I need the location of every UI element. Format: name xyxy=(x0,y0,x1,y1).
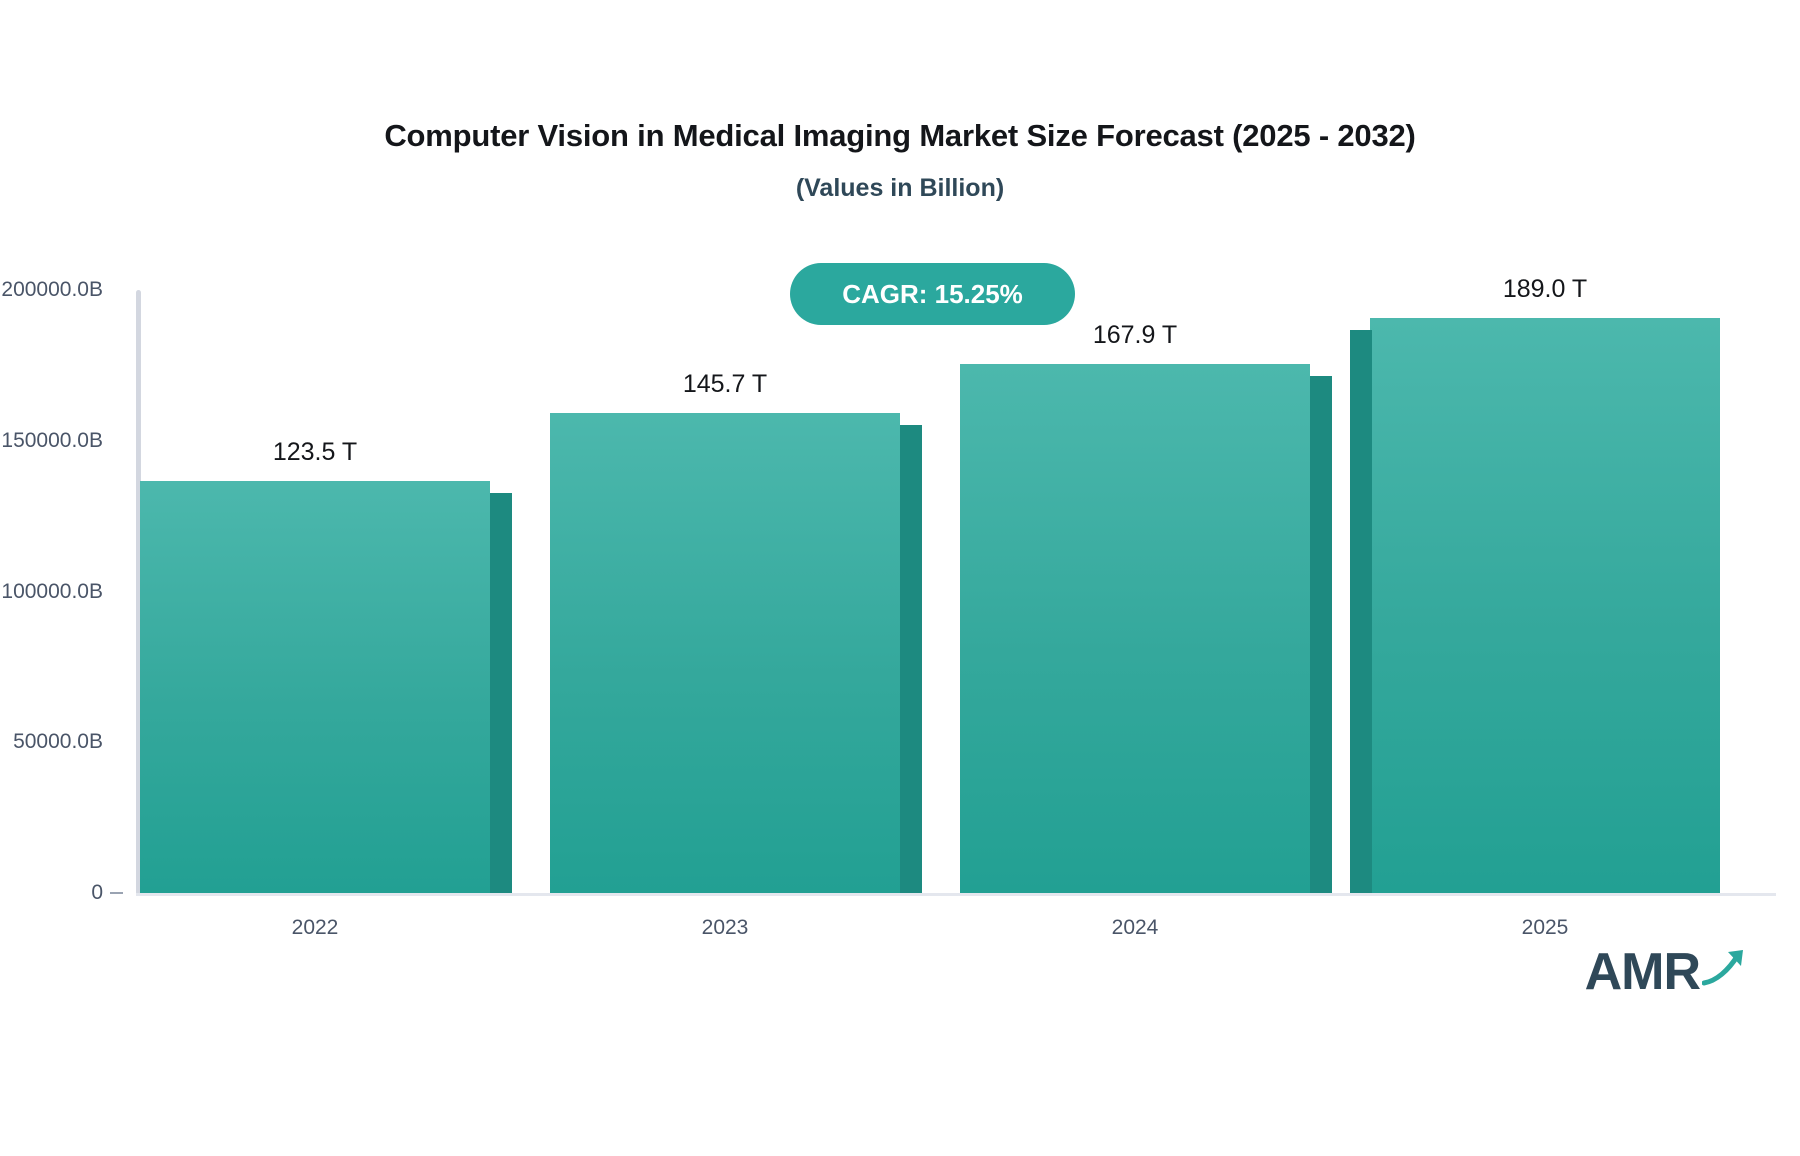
bar[interactable]: 123.5 T xyxy=(140,438,512,893)
y-axis-tick-label: 200000.0B xyxy=(1,278,103,301)
y-axis-tick-label: 150000.0B xyxy=(1,428,103,452)
x-axis-line xyxy=(136,893,1776,896)
bar-front-face xyxy=(550,413,900,893)
y-axis-tick-label: 50000.0B xyxy=(13,730,103,754)
x-axis-tick-label: 2023 xyxy=(701,916,749,939)
chart-title: Computer Vision in Medical Imaging Marke… xyxy=(384,118,1416,153)
bar-front-face xyxy=(140,481,490,893)
bar-value-label: 145.7 T xyxy=(682,370,768,398)
bar[interactable]: 145.7 T xyxy=(550,370,922,893)
bar-front-face xyxy=(960,364,1310,893)
bar-value-label: 189.0 T xyxy=(1502,275,1588,303)
x-axis-tick-label: 2024 xyxy=(1111,916,1159,939)
y-axis-tick-label: 0 xyxy=(91,881,103,904)
bar[interactable]: 189.0 T xyxy=(1350,275,1720,893)
y-axis-tick-mark xyxy=(110,892,123,894)
bar-value-label: 123.5 T xyxy=(272,438,358,466)
amr-logo-text: AMR xyxy=(1584,943,1701,1001)
x-axis-tick-label: 2025 xyxy=(1521,916,1569,939)
bar[interactable]: 167.9 T xyxy=(960,321,1332,893)
cagr-badge: CAGR: 15.25% xyxy=(790,263,1075,325)
bar-side-face xyxy=(1310,376,1332,893)
y-axis-tick-label: 100000.0B xyxy=(1,579,103,603)
cagr-badge-label: CAGR: 15.25% xyxy=(842,278,1023,309)
bar-side-face xyxy=(900,425,922,893)
x-axis-tick-label: 2022 xyxy=(291,916,339,939)
bar-side-face xyxy=(1350,330,1372,893)
y-axis-line xyxy=(136,290,141,895)
trend-up-arrow-icon xyxy=(1701,947,1748,992)
bar-value-label: 167.9 T xyxy=(1092,321,1178,349)
bar-side-face xyxy=(490,493,512,893)
amr-logo: AMR xyxy=(1585,946,1748,998)
chart-subtitle: (Values in Billion) xyxy=(795,174,1005,202)
bar-front-face xyxy=(1370,318,1720,893)
